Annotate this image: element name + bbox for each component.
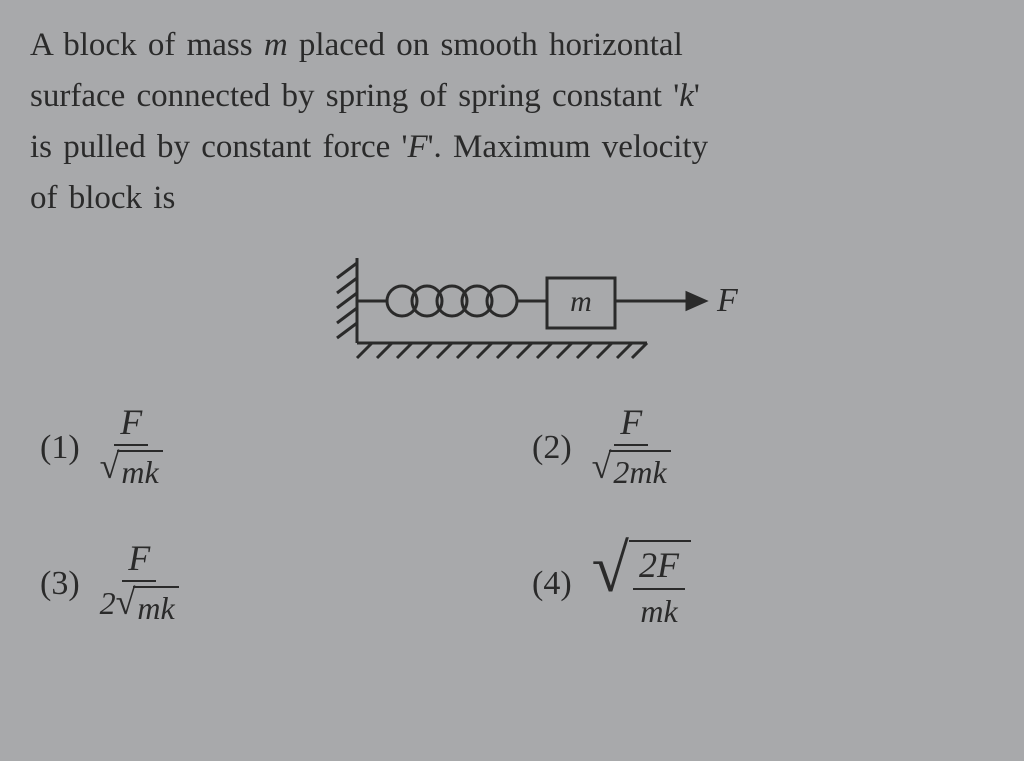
q-line1a: A block of mass [30,27,253,63]
option-1-denom: √ mk [100,446,163,494]
diagram-force-label: F [716,282,739,319]
radical-icon: √ [592,540,629,598]
option-1-numerator: F [114,403,148,447]
option-2-radicand: 2mk [609,450,670,494]
q-k-var: k [679,78,694,114]
spring-mass-diagram: m F [317,243,757,373]
option-4-radicand: 2F mk [629,540,691,629]
option-1-fraction: F √ mk [100,403,163,494]
option-4-numerator: 2F [633,546,685,590]
option-4-number: (4) [532,565,572,603]
option-2: (2) F √ 2mk [532,403,984,494]
option-1-radicand: mk [117,450,162,494]
option-1: (1) F √ mk [40,403,492,494]
diagram-container: m F [30,243,994,378]
q-line4: of block is [30,180,175,216]
option-3-radicand: mk [133,586,178,630]
q-line3a: is pulled by constant force ' [30,129,407,165]
q-line3b: '. Maximum velocity [428,129,709,165]
option-4: (4) √ 2F mk [532,539,984,630]
option-2-denom: √ 2mk [592,446,671,494]
option-1-number: (1) [40,429,80,467]
q-mass-var: m [264,27,288,63]
option-2-numerator: F [614,403,648,447]
option-2-fraction: F √ 2mk [592,403,671,494]
options-grid: (1) F √ mk (2) F √ 2mk (3) [30,403,994,630]
option-3: (3) F 2 √ mk [40,539,492,630]
option-3-number: (3) [40,565,80,603]
question-text: A block of mass m placed on smooth horiz… [30,20,994,225]
q-line2a: surface connected by spring of spring co… [30,78,679,114]
option-3-denom: 2 √ mk [100,582,179,630]
q-line1b: placed on smooth horizontal [299,27,683,63]
option-3-denom-prefix: 2 [100,585,116,621]
option-2-number: (2) [532,429,572,467]
q-f-var: F [407,129,427,165]
diagram-mass-label: m [570,285,592,318]
option-3-numerator: F [122,539,156,583]
q-line2b: ' [694,78,700,114]
option-4-sqrt: √ 2F mk [592,540,691,629]
option-4-denom: mk [640,590,677,629]
option-3-fraction: F 2 √ mk [100,539,179,630]
